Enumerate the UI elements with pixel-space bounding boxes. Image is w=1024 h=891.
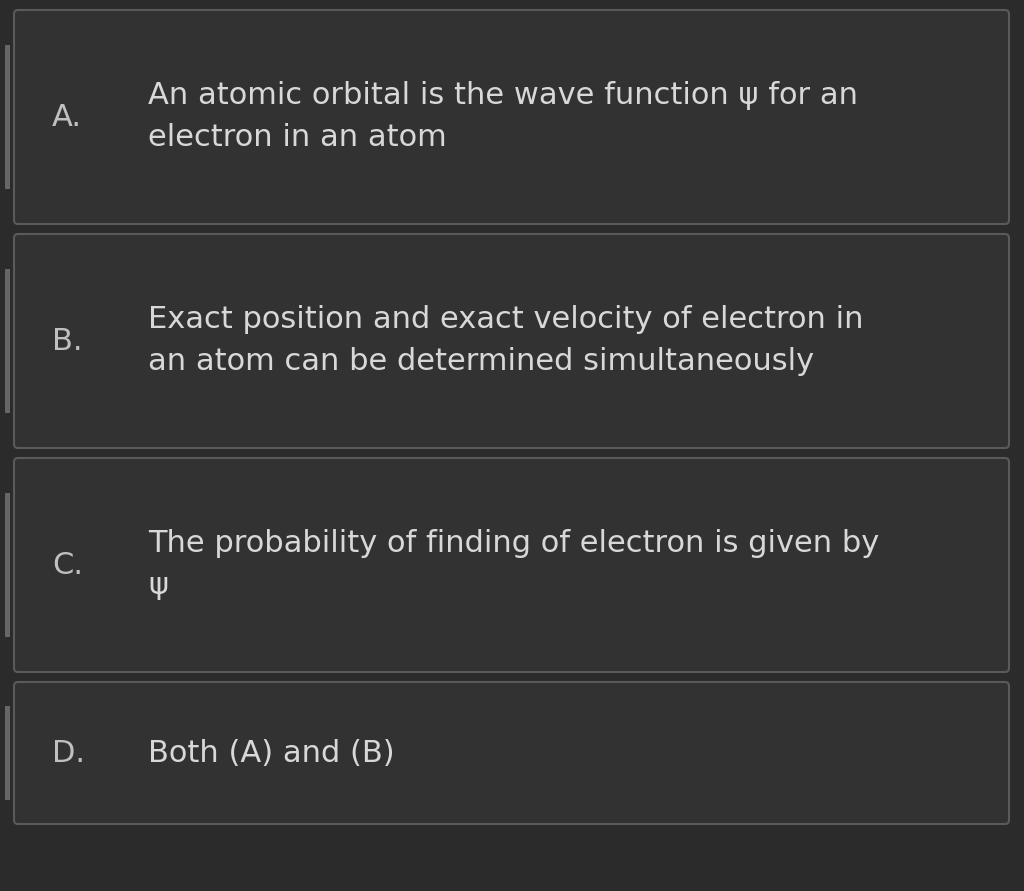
- Text: An atomic orbital is the wave function ψ for an: An atomic orbital is the wave function ψ…: [148, 81, 858, 110]
- Text: ψ: ψ: [148, 571, 168, 601]
- Bar: [5, 493, 10, 637]
- Text: B.: B.: [52, 326, 83, 356]
- FancyBboxPatch shape: [14, 682, 1009, 824]
- Text: D.: D.: [52, 739, 85, 767]
- Bar: [5, 269, 10, 413]
- Text: Exact position and exact velocity of electron in: Exact position and exact velocity of ele…: [148, 306, 863, 334]
- Text: an atom can be determined simultaneously: an atom can be determined simultaneously: [148, 347, 814, 377]
- FancyBboxPatch shape: [14, 234, 1009, 448]
- Text: Both (A) and (B): Both (A) and (B): [148, 739, 394, 767]
- Text: A.: A.: [52, 102, 82, 132]
- Bar: [5, 45, 10, 189]
- Bar: [5, 706, 10, 800]
- Text: electron in an atom: electron in an atom: [148, 124, 446, 152]
- Text: The probability of finding of electron is given by: The probability of finding of electron i…: [148, 529, 880, 559]
- Text: C.: C.: [52, 551, 83, 579]
- FancyBboxPatch shape: [14, 10, 1009, 224]
- FancyBboxPatch shape: [14, 458, 1009, 672]
